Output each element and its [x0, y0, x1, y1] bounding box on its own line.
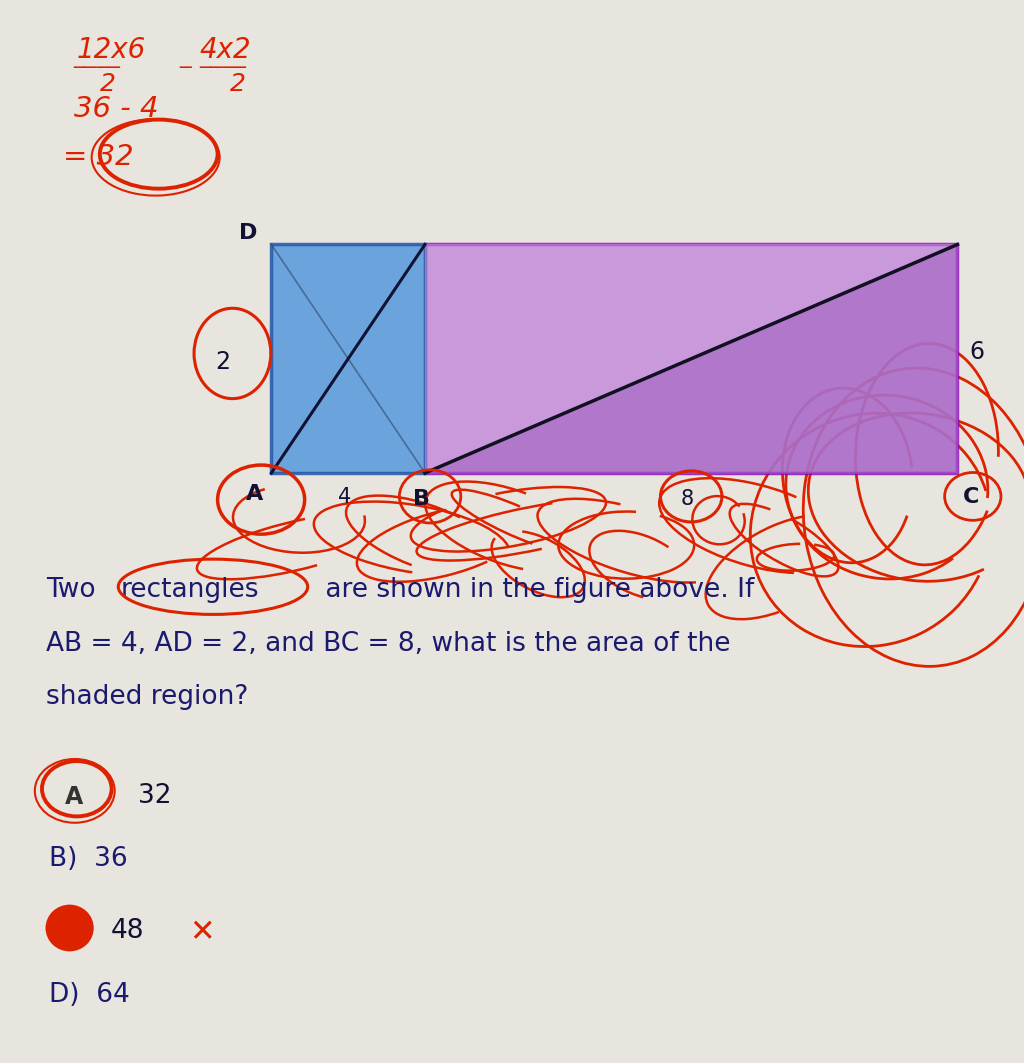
Text: ✕: ✕ — [189, 917, 215, 947]
Bar — [271, 244, 425, 473]
Text: 8: 8 — [681, 489, 694, 509]
Text: 2: 2 — [100, 72, 117, 97]
Text: ────: ──── — [74, 60, 121, 79]
Text: 36 - 4: 36 - 4 — [74, 95, 159, 123]
Polygon shape — [425, 244, 957, 473]
Text: B)  36: B) 36 — [49, 846, 128, 873]
Text: 6: 6 — [970, 340, 985, 364]
Text: A: A — [246, 484, 263, 504]
Text: 32: 32 — [138, 782, 172, 809]
Text: B: B — [413, 489, 430, 509]
Text: 12x6: 12x6 — [77, 36, 146, 65]
Ellipse shape — [47, 906, 92, 950]
Text: = 32: = 32 — [63, 142, 134, 171]
Text: shaded region?: shaded region? — [46, 684, 249, 710]
Text: ────: ──── — [200, 60, 247, 79]
Text: 48: 48 — [111, 917, 144, 944]
Text: 2: 2 — [215, 351, 230, 374]
Text: ─: ─ — [179, 60, 190, 79]
Text: Two: Two — [46, 577, 104, 604]
Bar — [425, 244, 957, 473]
Text: D)  64: D) 64 — [49, 982, 130, 1009]
Text: AB = 4, AD = 2, and BC = 8, what is the area of the: AB = 4, AD = 2, and BC = 8, what is the … — [46, 630, 730, 657]
Text: A: A — [65, 784, 83, 809]
Text: 2: 2 — [230, 72, 247, 97]
Text: 4x2: 4x2 — [200, 36, 251, 65]
Polygon shape — [425, 244, 957, 473]
Text: are shown in the figure above. If: are shown in the figure above. If — [317, 577, 755, 604]
Text: 4: 4 — [338, 487, 351, 507]
Text: D: D — [239, 223, 257, 243]
Text: C: C — [963, 487, 979, 507]
Text: rectangles: rectangles — [121, 577, 259, 604]
